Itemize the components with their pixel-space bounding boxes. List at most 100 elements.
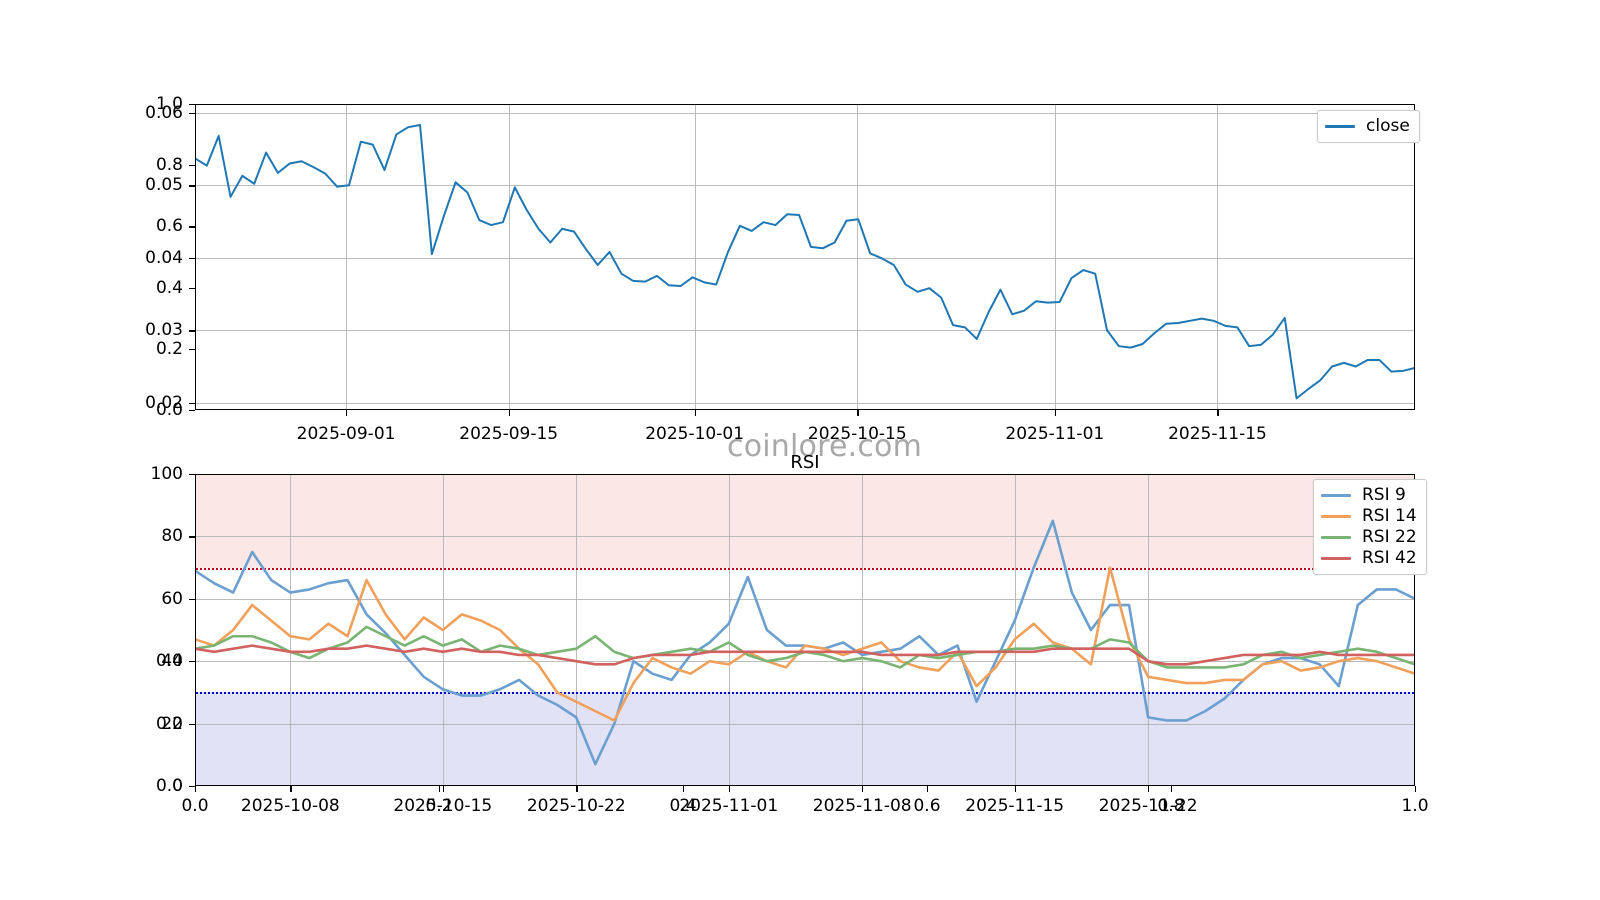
x-axis-tick-label: 2025-11-15 (1168, 424, 1267, 444)
y-axis-tick-label-overlay: 0.6 (155, 216, 183, 237)
y-axis-tick-label-overlay: 0.4 (155, 651, 183, 672)
gridline-vertical (1217, 105, 1219, 409)
y-axis-tick-label-overlay: 1.0 (155, 94, 183, 114)
x-tickmark-overlay (439, 786, 441, 792)
legend-label: close (1366, 116, 1410, 136)
x-tickmark-overlay (195, 786, 197, 792)
y-tickmark-overlay (189, 786, 195, 788)
gridline-vertical (694, 105, 696, 409)
gridline-horizontal (196, 661, 1414, 663)
y-axis-tick-label: 0.03 (145, 320, 183, 341)
y-axis-tick-label-overlay: 0.2 (155, 713, 183, 734)
legend-swatch-icon (1321, 535, 1351, 540)
series-line-rsi-42 (196, 644, 1414, 666)
y-axis-tick-label: 0 (172, 776, 183, 796)
y-axis-tick-label: 40 (161, 651, 183, 672)
y-axis-tick-label: 0.04 (145, 247, 183, 268)
legend-label: RSI 42 (1362, 548, 1417, 568)
overbought-threshold-line (196, 567, 1414, 570)
y-tickmark-overlay (189, 104, 195, 106)
y-tickmark (189, 536, 195, 538)
x-tickmark (857, 410, 859, 416)
legend-item-rsi-22[interactable]: RSI 22 (1321, 527, 1417, 548)
price-legend[interactable]: close (1317, 110, 1420, 143)
x-tickmark (1217, 410, 1219, 416)
x-axis-tick-label: 2025-10-15 (393, 796, 493, 816)
legend-swatch-icon (1321, 556, 1351, 561)
x-tickmark (346, 410, 348, 416)
gridline-horizontal (196, 330, 1414, 332)
series-line-close (196, 124, 1414, 400)
x-axis-tick-label-overlay: 0.2 (425, 796, 453, 816)
x-tickmark (694, 410, 696, 416)
x-axis-tick-label-overlay: 0.0 (181, 796, 209, 816)
legend-swatch-icon (1321, 493, 1351, 498)
y-tickmark-overlay (189, 287, 195, 289)
x-axis-tick-label: 2025-10-22 (526, 796, 626, 816)
y-tickmark-overlay (189, 661, 195, 663)
x-axis-tick-label-overlay: 0.4 (669, 796, 697, 816)
x-axis-tick-label: 2025-11-08 (812, 796, 912, 816)
gridline-vertical (346, 105, 348, 409)
overbought-band (196, 475, 1414, 568)
series-line-rsi-14 (196, 566, 1414, 722)
gridline-horizontal (196, 402, 1414, 404)
rsi-legend[interactable]: RSI 9 RSI 14 RSI 22 RSI 42 (1313, 479, 1427, 575)
gridline-vertical (857, 105, 859, 409)
y-axis-tick-label: 60 (161, 588, 183, 609)
legend-label: RSI 14 (1362, 506, 1417, 526)
x-tickmark (290, 786, 292, 792)
rsi-plot-area (195, 474, 1415, 786)
legend-item-rsi-9[interactable]: RSI 9 (1321, 485, 1417, 506)
y-axis-tick-label-overlay: 0.0 (155, 400, 183, 420)
gridline-vertical (862, 475, 864, 785)
x-tickmark (862, 786, 864, 792)
price-series-svg (196, 124, 1414, 400)
oversold-threshold-line (196, 692, 1414, 695)
y-axis-tick-label-overlay: 0.4 (155, 277, 183, 298)
x-tickmark-overlay (1171, 786, 1173, 792)
legend-item-rsi-14[interactable]: RSI 14 (1321, 506, 1417, 527)
y-tickmark (189, 257, 195, 260)
x-tickmark (508, 410, 510, 416)
x-tickmark-overlay (1415, 786, 1417, 792)
x-axis-tick-label: 2025-09-01 (296, 424, 396, 444)
y-tickmark-overlay (189, 165, 195, 167)
gridline-vertical (576, 475, 578, 785)
gridline-vertical (290, 475, 292, 785)
y-axis-tick-label-overlay: 0.8 (155, 155, 183, 176)
y-tickmark-overlay (189, 723, 195, 725)
legend-item-rsi-42[interactable]: RSI 42 (1321, 548, 1417, 569)
y-tickmark-overlay (189, 226, 195, 228)
y-axis-tick-label-overlay: 0.2 (155, 338, 183, 359)
x-tickmark-overlay (683, 786, 685, 792)
gridline-horizontal (196, 598, 1414, 600)
x-axis-tick-label-overlay: 0.6 (913, 796, 941, 816)
y-tickmark (189, 330, 195, 332)
gridline-horizontal (196, 112, 1414, 114)
x-tickmark-overlay (927, 786, 929, 792)
x-axis-tick-label: 2025-10-15 (807, 424, 907, 444)
gridline-vertical (1148, 475, 1150, 785)
rsi-panel-title: RSI (790, 452, 820, 473)
x-axis-tick-label: 2025-10-08 (240, 796, 340, 816)
x-axis-tick-label-overlay: 1.0 (1401, 796, 1429, 816)
x-tickmark (728, 786, 731, 792)
y-axis-tick-label: 0.05 (145, 175, 183, 196)
y-tickmark (189, 598, 195, 601)
legend-item-close[interactable]: close (1325, 116, 1410, 137)
watermark-coinlore: coinlore.com (727, 429, 923, 464)
y-tickmark (189, 474, 195, 476)
gridline-vertical (728, 475, 730, 785)
x-tickmark (1054, 410, 1057, 416)
gridline-horizontal (196, 536, 1414, 538)
y-tickmark-overlay (189, 410, 195, 412)
x-axis-tick-label: 2025-11-15 (965, 796, 1065, 816)
x-tickmark (1014, 786, 1016, 792)
y-tickmark (189, 402, 195, 405)
gridline-vertical (1054, 105, 1056, 409)
x-axis-tick-label: 2025-11-22 (1098, 796, 1198, 816)
